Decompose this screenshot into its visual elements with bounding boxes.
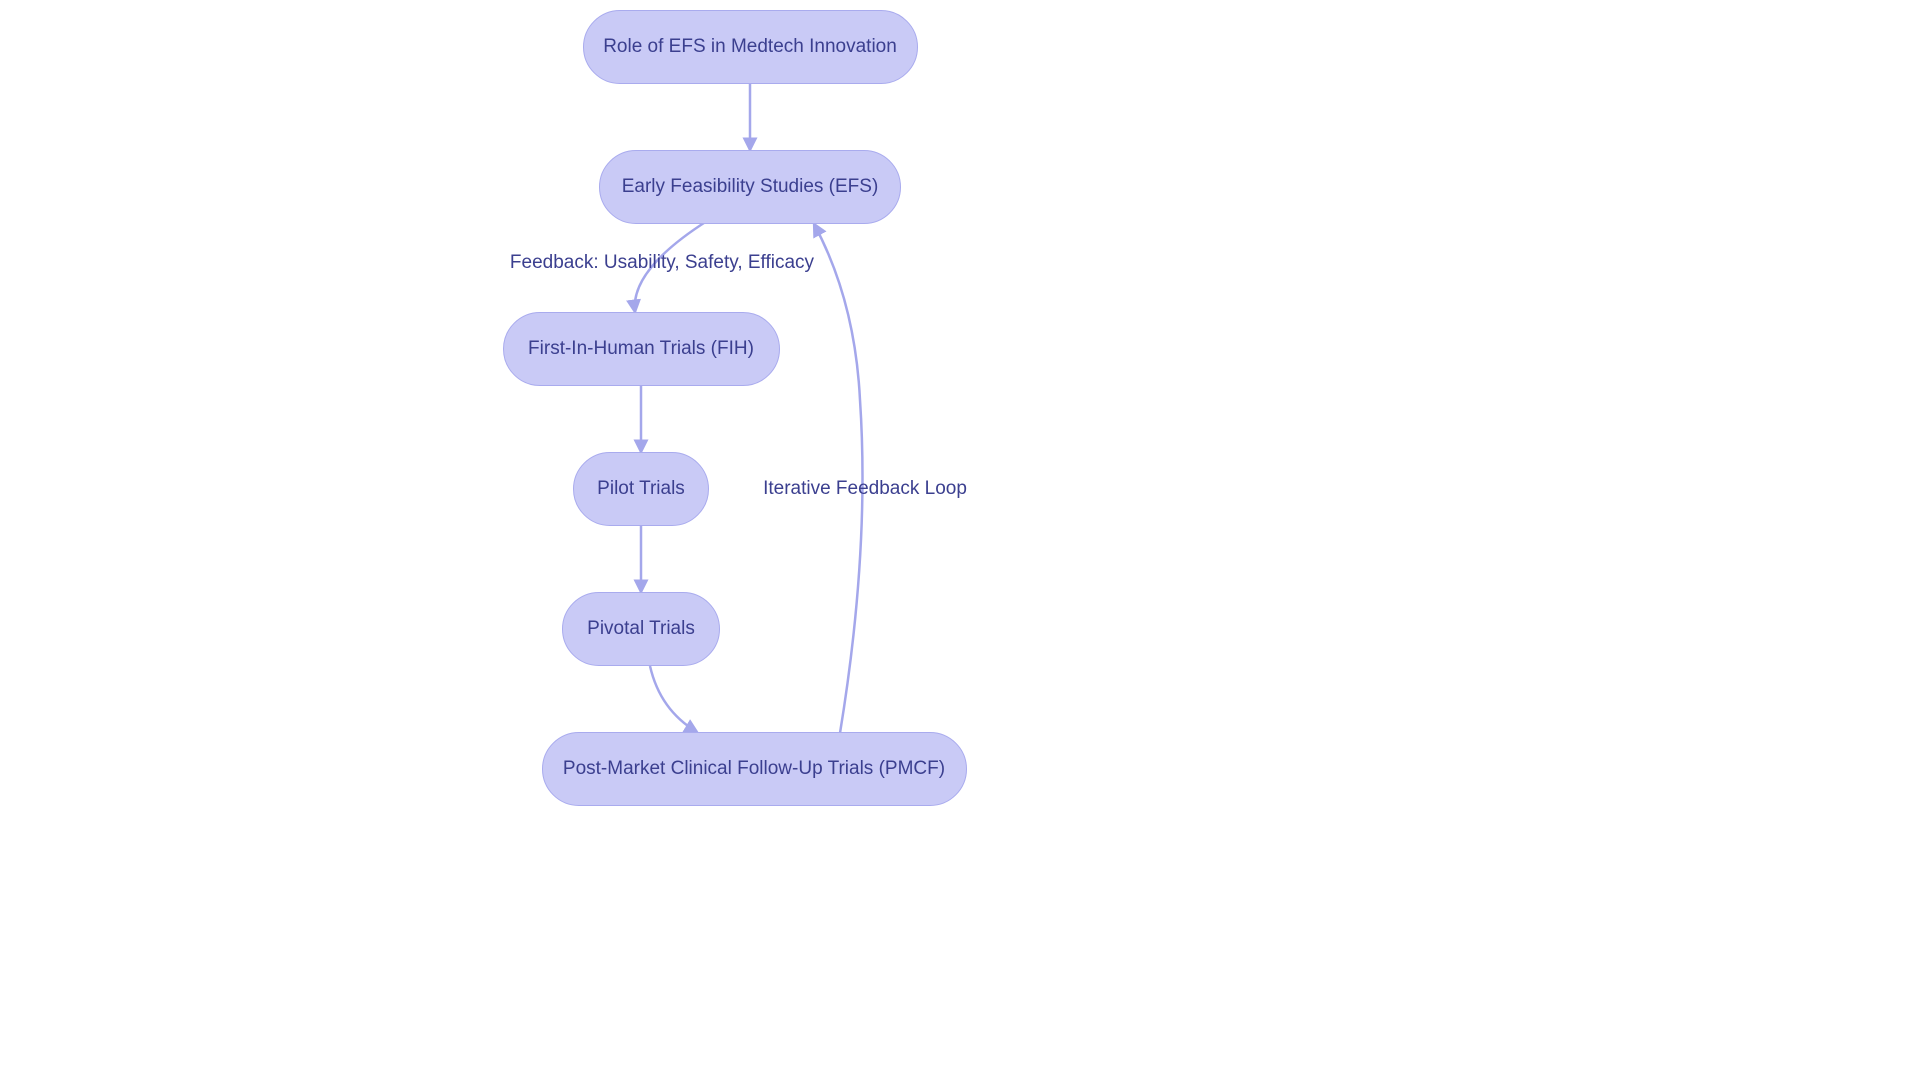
edge-label-n2-n3: Feedback: Usability, Safety, Efficacy: [510, 252, 814, 274]
edge-n5-n6: [650, 666, 697, 732]
flowchart-node-n1: Role of EFS in Medtech Innovation: [583, 10, 918, 84]
flowchart-node-n4: Pilot Trials: [573, 452, 709, 526]
flowchart-node-n2: Early Feasibility Studies (EFS): [599, 150, 901, 224]
flowchart-node-n5: Pivotal Trials: [562, 592, 720, 666]
flowchart-node-n6: Post-Market Clinical Follow-Up Trials (P…: [542, 732, 967, 806]
edge-label-n6-n2: Iterative Feedback Loop: [763, 478, 967, 500]
flowchart-edges: [0, 0, 1920, 1083]
flowchart-node-n3: First-In-Human Trials (FIH): [503, 312, 780, 386]
